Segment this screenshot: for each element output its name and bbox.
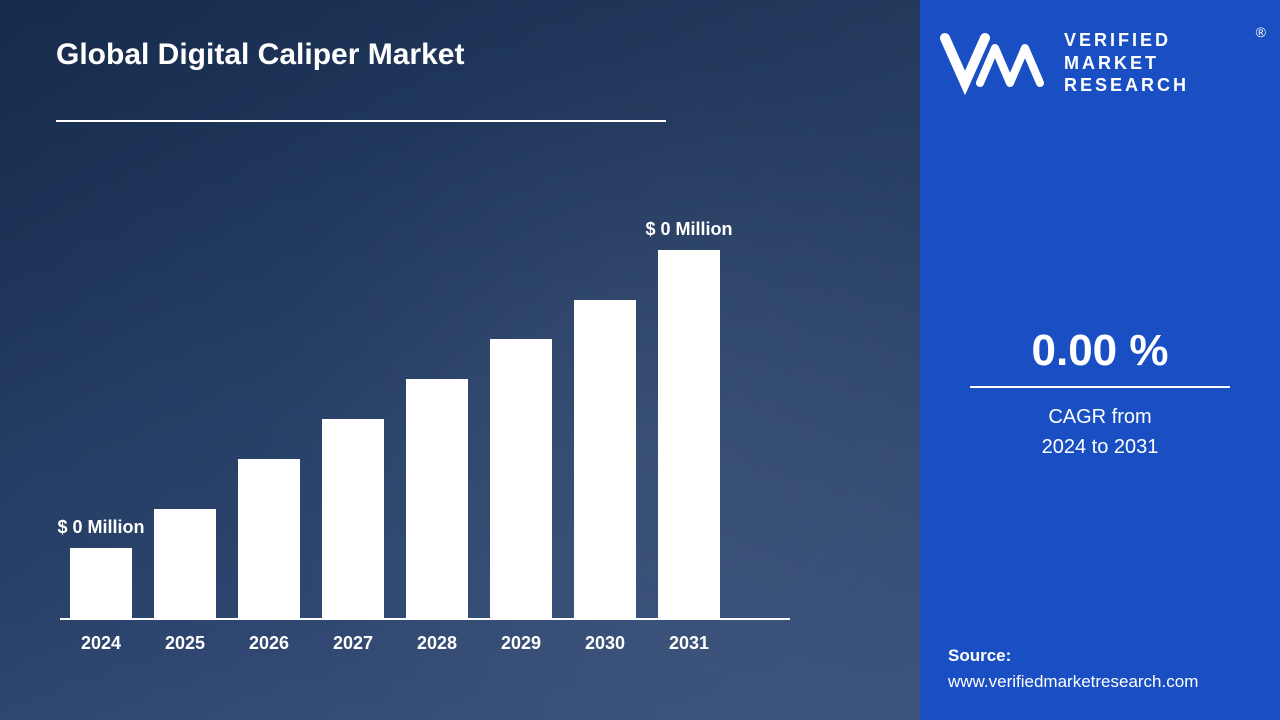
bar — [406, 379, 468, 618]
first-bar-value-label: $ 0 Million — [57, 517, 144, 538]
x-axis-label: 2027 — [322, 633, 384, 654]
page-title: Global Digital Caliper Market — [56, 38, 464, 72]
cagr-value: 0.00 % — [920, 326, 1280, 386]
bar — [322, 419, 384, 618]
source-block: Source: www.verifiedmarketresearch.com — [948, 643, 1198, 694]
left-panel: Global Digital Caliper Market $ 0 Millio… — [0, 0, 920, 720]
right-panel: ® VERIFIED MARKET RESEARCH 0.00 % CAGR f… — [920, 0, 1280, 720]
source-label: Source: — [948, 643, 1198, 669]
x-axis-label: 2030 — [574, 633, 636, 654]
bar — [154, 509, 216, 618]
bar — [238, 459, 300, 618]
bar: $ 0 Million — [70, 548, 132, 618]
cagr-label: CAGR from 2024 to 2031 — [920, 402, 1280, 462]
cagr-underline — [970, 386, 1230, 388]
brand-logo: VERIFIED MARKET RESEARCH — [940, 28, 1189, 98]
x-axis-label: 2028 — [406, 633, 468, 654]
bar — [490, 339, 552, 618]
brand-line-3: RESEARCH — [1064, 74, 1189, 97]
vmr-logo-icon — [940, 28, 1050, 98]
cagr-label-line1: CAGR from — [1048, 406, 1151, 428]
brand-logo-text: VERIFIED MARKET RESEARCH — [1064, 29, 1189, 97]
brand-line-1: VERIFIED — [1064, 29, 1189, 52]
x-axis-line — [60, 618, 790, 620]
bars-row: $ 0 Million $ 0 Million — [60, 220, 800, 618]
bar: $ 0 Million — [658, 250, 720, 618]
last-bar-value-label: $ 0 Million — [645, 219, 732, 240]
cagr-block: 0.00 % CAGR from 2024 to 2031 — [920, 326, 1280, 462]
x-axis-label: 2024 — [70, 633, 132, 654]
brand-line-2: MARKET — [1064, 52, 1189, 75]
title-underline — [56, 120, 666, 122]
registered-mark: ® — [1256, 24, 1266, 40]
cagr-label-line2: 2024 to 2031 — [1042, 436, 1159, 458]
bar-chart: $ 0 Million$ 0 Million 20242025202620272… — [60, 220, 800, 650]
x-axis-labels: 2024 2025 2026 2027 2028 2029 2030 2031 — [60, 633, 800, 654]
bar — [574, 300, 636, 618]
source-url: www.verifiedmarketresearch.com — [948, 669, 1198, 695]
x-axis-label: 2026 — [238, 633, 300, 654]
x-axis-label: 2025 — [154, 633, 216, 654]
x-axis-label: 2031 — [658, 633, 720, 654]
x-axis-label: 2029 — [490, 633, 552, 654]
